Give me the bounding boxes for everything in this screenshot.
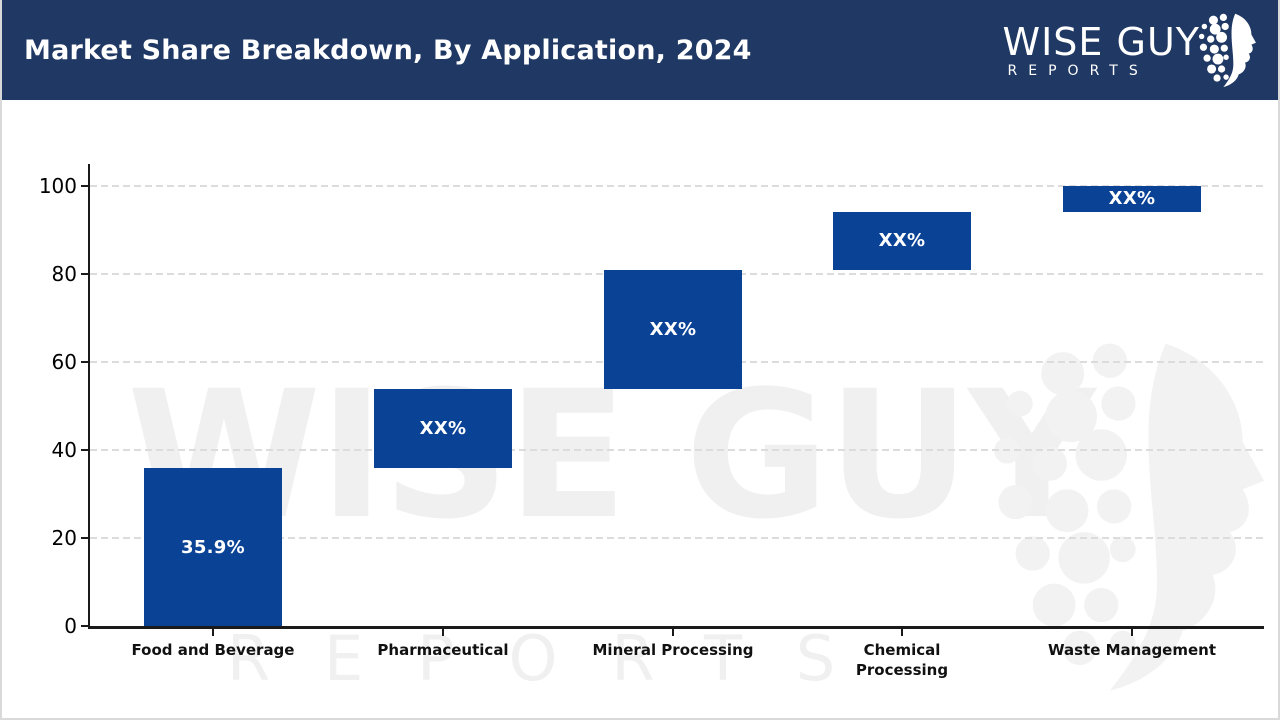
y-tick-mark: [81, 537, 88, 539]
wiseguy-logo: WISE GUY REPORTS: [1003, 12, 1260, 88]
bar-value-label: 35.9%: [181, 536, 245, 558]
x-tick-mark: [1131, 629, 1133, 636]
x-tick-mark: [442, 629, 444, 636]
bar-value-label: XX%: [878, 230, 926, 252]
bar-value-label: XX%: [419, 417, 467, 439]
y-tick-mark: [81, 361, 88, 363]
gridline: [90, 185, 1264, 187]
bar-value-label: XX%: [1108, 188, 1156, 210]
chart-area: WISE GUY REPORTS 0 20 40 60 80 100 35.9% Food a…: [2, 100, 1280, 720]
category-label: Waste Management: [1047, 641, 1217, 659]
y-tick-mark: [81, 625, 88, 627]
x-tick-mark: [672, 629, 674, 636]
y-tick-label: 20: [51, 526, 77, 550]
y-tick-label: 40: [51, 438, 77, 462]
category-label: Mineral Processing: [592, 641, 754, 659]
logo-subtitle: REPORTS: [1007, 62, 1149, 79]
x-tick-mark: [212, 629, 214, 636]
watermark-subtitle: REPORTS: [227, 622, 890, 695]
chart-title: Market Share Breakdown, By Application, …: [24, 34, 752, 66]
x-tick-mark: [901, 629, 903, 636]
category-label: Pharmaceutical: [377, 641, 509, 659]
y-tick-label: 60: [51, 350, 77, 374]
y-tick-label: 100: [38, 174, 77, 198]
bar-segment: XX%: [833, 211, 971, 271]
gridline: [90, 449, 1264, 451]
header-bar: Market Share Breakdown, By Application, …: [2, 0, 1278, 100]
y-axis-line: [88, 164, 90, 629]
y-tick-label: 0: [64, 614, 77, 638]
bar-segment: XX%: [1063, 186, 1201, 212]
bar-segment: XX%: [604, 270, 742, 389]
category-label: Chemical Processing: [855, 641, 949, 679]
gridline: [90, 537, 1264, 539]
bar-value-label: XX%: [649, 318, 697, 340]
bar-segment: 35.9%: [144, 468, 282, 626]
category-label: Food and Beverage: [131, 641, 295, 659]
watermark-wordmark: WISE GUY: [127, 353, 1096, 558]
y-tick-mark: [81, 449, 88, 451]
x-axis-line: [88, 626, 1264, 629]
wiseguy-head-icon: [1194, 12, 1260, 88]
bar-segment: XX%: [374, 388, 512, 469]
logo-text: WISE GUY REPORTS: [1003, 22, 1200, 79]
y-tick-mark: [81, 273, 88, 275]
logo-wordmark: WISE GUY: [1002, 19, 1200, 64]
y-tick-label: 80: [51, 262, 77, 286]
y-tick-mark: [81, 185, 88, 187]
